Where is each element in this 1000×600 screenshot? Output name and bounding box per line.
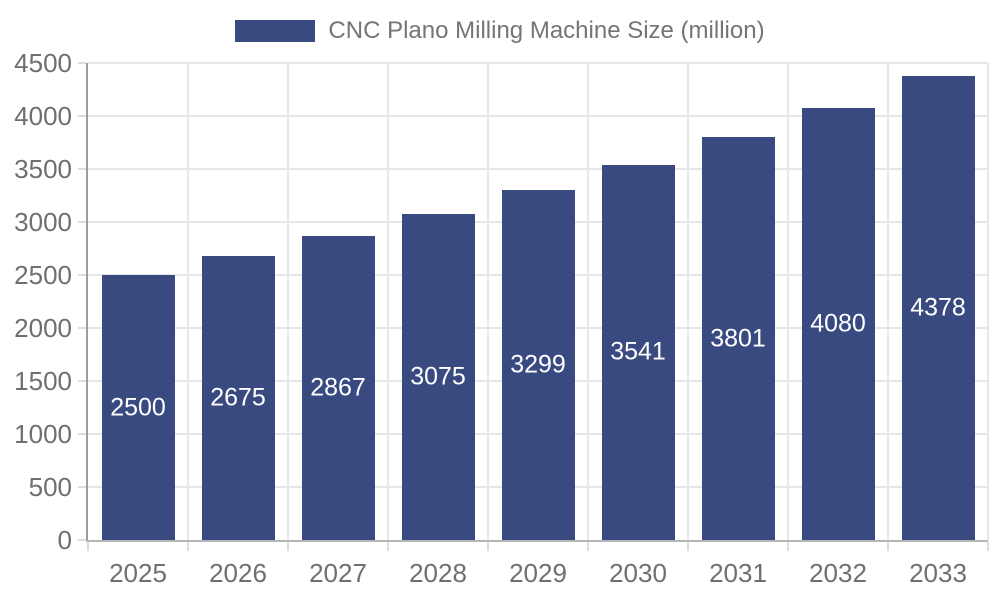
x-axis-tick-8	[887, 542, 889, 551]
bar-value-label-2025: 2500	[110, 393, 166, 421]
bar-2027[interactable]: 2867	[301, 236, 375, 540]
bar-2025[interactable]: 2500	[101, 275, 175, 540]
bar-2031[interactable]: 3801	[701, 137, 775, 540]
gridline-vertical-9	[987, 63, 989, 540]
y-axis-label-1000: 1000	[14, 419, 72, 449]
x-axis-label-2027: 2027	[309, 558, 367, 588]
y-axis-tick-0	[78, 539, 86, 541]
y-axis-label-500: 500	[28, 472, 72, 502]
gridline-vertical-1	[187, 63, 189, 540]
legend[interactable]: CNC Plano Milling Machine Size (million)	[0, 17, 1000, 44]
bar-2033[interactable]: 4378	[901, 75, 975, 540]
bar-2026[interactable]: 2675	[201, 256, 275, 540]
bar-2030[interactable]: 3541	[601, 164, 675, 540]
bar-value-label-2026: 2675	[210, 383, 266, 412]
y-axis-tick-3500	[78, 168, 86, 170]
legend-swatch	[235, 20, 316, 43]
x-axis-tick-0	[87, 542, 89, 551]
y-axis-label-2500: 2500	[14, 260, 72, 290]
y-axis-label-1500: 1500	[14, 366, 72, 396]
x-axis-tick-7	[787, 542, 789, 551]
y-axis-label-4500: 4500	[14, 48, 72, 78]
gridline-horizontal-4500	[88, 62, 988, 64]
legend-label: CNC Plano Milling Machine Size (million)	[328, 17, 765, 44]
x-axis-tick-5	[587, 542, 589, 551]
y-axis-tick-1500	[78, 380, 86, 382]
gridline-horizontal-3500	[88, 168, 988, 170]
y-axis-line	[86, 63, 88, 540]
y-axis-tick-3000	[78, 221, 86, 223]
y-axis-label-2000: 2000	[14, 313, 72, 343]
bar-value-label-2032: 4080	[810, 309, 866, 338]
x-axis-label-2030: 2030	[609, 558, 667, 588]
y-axis-tick-2000	[78, 327, 86, 329]
bar-value-label-2029: 3299	[510, 350, 566, 379]
x-axis-label-2032: 2032	[809, 558, 867, 588]
bar-2032[interactable]: 4080	[801, 107, 875, 540]
x-axis-tick-3	[387, 542, 389, 551]
y-axis-tick-1000	[78, 433, 86, 435]
y-axis-label-3500: 3500	[14, 154, 72, 184]
y-axis-tick-500	[78, 486, 86, 488]
x-axis-line	[86, 540, 988, 542]
plot-area: 2500 2675 2867 3075 3299 3541 3801 4080 4378	[78, 62, 989, 551]
x-axis-label-2026: 2026	[209, 558, 267, 588]
bar-2028[interactable]: 3075	[401, 214, 475, 540]
x-axis-tick-2	[287, 542, 289, 551]
y-axis-tick-2500	[78, 274, 86, 276]
x-axis-tick-4	[487, 542, 489, 551]
bar-2029[interactable]: 3299	[501, 190, 575, 540]
gridline-vertical-7	[787, 63, 789, 540]
gridline-vertical-6	[687, 63, 689, 540]
gridline-vertical-4	[487, 63, 489, 540]
x-axis-label-2025: 2025	[109, 558, 167, 588]
y-axis-label-3000: 3000	[14, 207, 72, 237]
x-axis-tick-1	[187, 542, 189, 551]
x-axis-tick-6	[687, 542, 689, 551]
y-axis-label-4000: 4000	[14, 101, 72, 131]
bar-value-label-2033: 4378	[910, 293, 966, 322]
x-axis-label-2028: 2028	[409, 558, 467, 588]
x-axis-tick-9	[987, 542, 989, 551]
y-axis-tick-4500	[78, 62, 86, 64]
bar-value-label-2031: 3801	[710, 324, 766, 353]
x-axis-label-2031: 2031	[709, 558, 767, 588]
gridline-vertical-8	[887, 63, 889, 540]
bar-value-label-2027: 2867	[310, 373, 366, 402]
y-axis-label-0: 0	[57, 525, 72, 555]
gridline-vertical-2	[287, 63, 289, 540]
y-axis-tick-4000	[78, 115, 86, 117]
gridline-horizontal-4000	[88, 115, 988, 117]
x-axis-label-2033: 2033	[909, 558, 967, 588]
bar-value-label-2028: 3075	[410, 362, 466, 391]
gridline-vertical-3	[387, 63, 389, 540]
x-axis-label-2029: 2029	[509, 558, 567, 588]
gridline-vertical-5	[587, 63, 589, 540]
bar-value-label-2030: 3541	[610, 337, 666, 366]
